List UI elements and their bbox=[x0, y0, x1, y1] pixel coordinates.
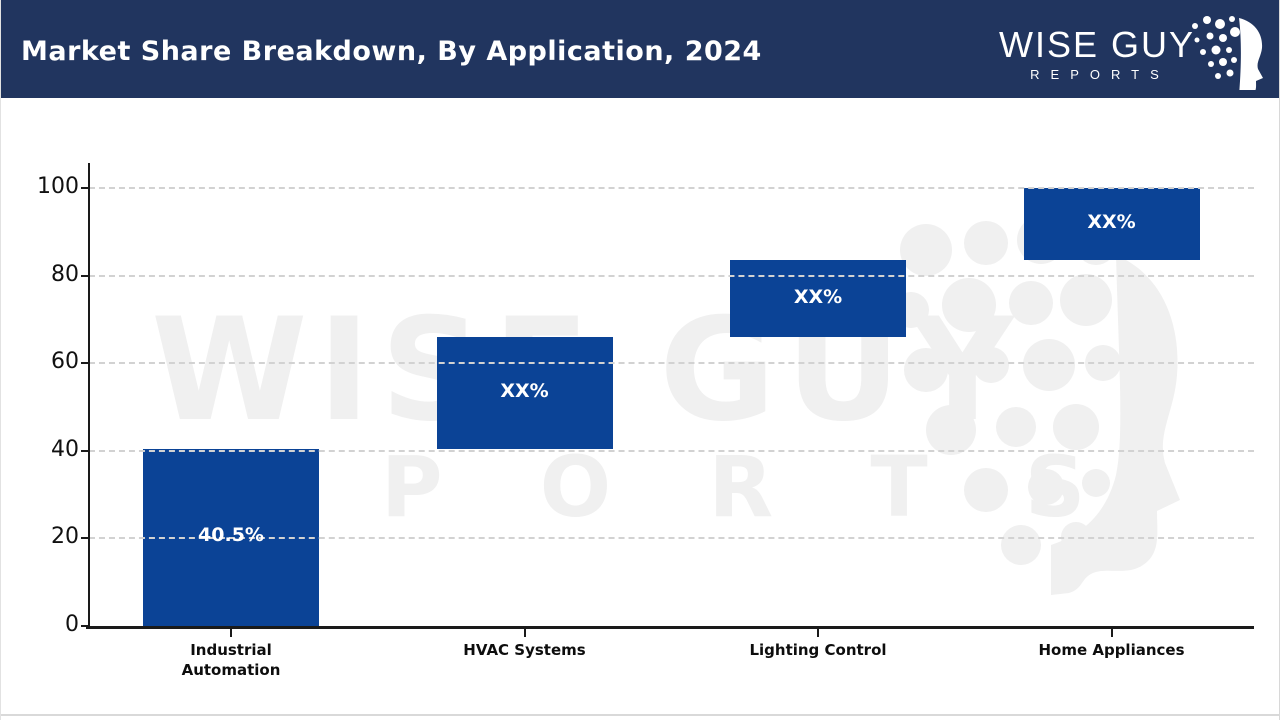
bar-value-label: XX% bbox=[793, 285, 843, 308]
y-tick-mark bbox=[81, 625, 89, 627]
x-tick-label: HVAC Systems bbox=[463, 641, 586, 659]
gridline-80 bbox=[89, 274, 1254, 277]
bottom-hairline bbox=[1, 714, 1279, 716]
bar-value-label: 40.5% bbox=[198, 524, 264, 547]
x-tick-label: Lighting Control bbox=[749, 641, 887, 659]
logo-text: WISE GUY REPORTS bbox=[999, 24, 1195, 82]
y-tick-label: 80 bbox=[51, 261, 79, 287]
gridline-40 bbox=[89, 449, 1254, 452]
bar-value-label: XX% bbox=[1087, 211, 1136, 234]
x-axis-line bbox=[86, 626, 1254, 629]
bar-lighting-control bbox=[730, 260, 906, 337]
logo-head-icon bbox=[1192, 16, 1263, 90]
y-tick-mark bbox=[81, 274, 89, 277]
chart-title: Market Share Breakdown, By Application, … bbox=[21, 36, 762, 67]
bar-value-label: XX% bbox=[500, 379, 549, 402]
x-tick-mark bbox=[523, 628, 526, 637]
header-bar: Market Share Breakdown, By Application, … bbox=[1, 0, 1279, 98]
y-axis-line bbox=[88, 163, 90, 628]
logo-subtitle: REPORTS bbox=[1030, 67, 1170, 82]
y-tick-mark bbox=[81, 537, 89, 540]
y-tick-mark bbox=[81, 449, 89, 452]
logo-wordmark: WISE GUY bbox=[998, 24, 1195, 65]
x-tick-label: Industrial Automation bbox=[181, 641, 281, 680]
gridline-60 bbox=[89, 362, 1254, 365]
y-tick-label: 0 bbox=[65, 612, 79, 637]
y-tick-label: 60 bbox=[51, 349, 79, 375]
wise-guy-logo: WISE GUY REPORTS bbox=[999, 10, 1263, 90]
bar-hvac-systems bbox=[436, 336, 613, 449]
y-tick-label: 20 bbox=[51, 524, 79, 550]
gridline-100 bbox=[89, 187, 1254, 189]
y-tick-label: 100 bbox=[37, 174, 79, 199]
x-tick-mark bbox=[1110, 628, 1113, 637]
bar-home-appliances bbox=[1023, 188, 1200, 261]
y-tick-label: 40 bbox=[51, 436, 79, 462]
gridline-20 bbox=[89, 537, 1254, 540]
x-tick-mark bbox=[817, 628, 819, 637]
y-tick-mark bbox=[81, 187, 89, 189]
x-tick-mark bbox=[230, 628, 232, 637]
x-tick-label: Home Appliances bbox=[1038, 641, 1185, 659]
y-tick-mark bbox=[81, 362, 89, 365]
bar-industrial-automation bbox=[143, 448, 319, 626]
